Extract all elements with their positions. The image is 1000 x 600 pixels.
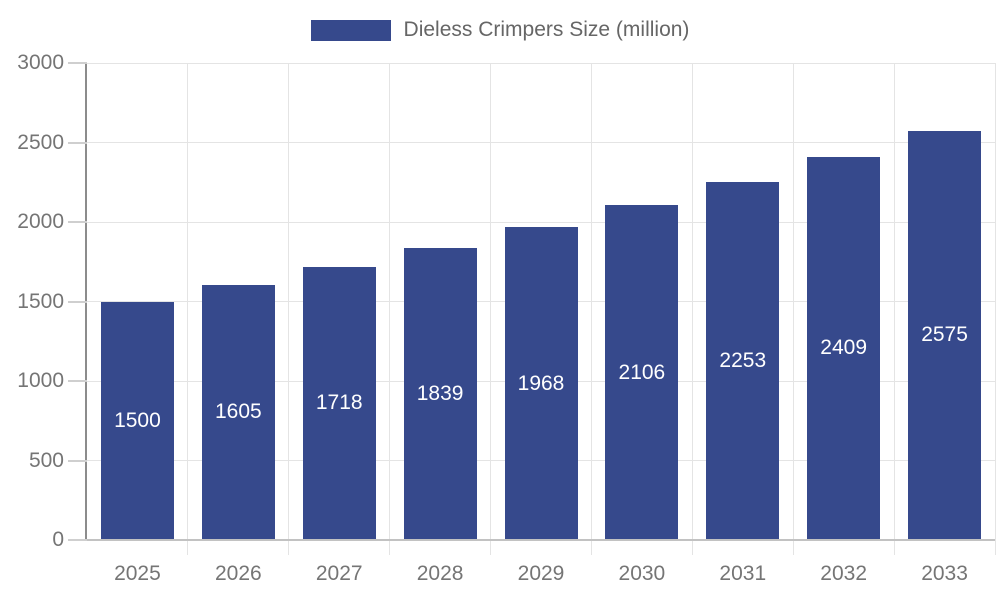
bar-value-label: 2253 <box>719 348 767 372</box>
gridline-vertical <box>187 63 189 555</box>
y-tick-label: 500 <box>28 448 64 472</box>
gridline-vertical <box>389 63 391 555</box>
gridline-horizontal <box>87 142 995 143</box>
gridline-vertical <box>490 63 492 555</box>
bar: 2575 <box>908 130 982 540</box>
bar-value-label: 2575 <box>921 323 968 347</box>
y-tick-mark <box>68 62 87 64</box>
gridline-horizontal <box>87 221 995 223</box>
gridline-vertical <box>792 63 794 555</box>
bar: 1605 <box>201 284 275 540</box>
y-tick-mark <box>68 300 87 303</box>
x-tick-label: 2028 <box>416 562 464 585</box>
y-tick-label: 1000 <box>17 369 64 392</box>
bar-value-label: 1718 <box>315 391 363 415</box>
plot-area: 1500 1605 1718 1839 1968 2106 2253 2409 2575 <box>87 62 996 555</box>
x-tick-label: 2026 <box>214 562 262 585</box>
chart-legend[interactable]: Dieless Crimpers Size (million) <box>0 18 1000 42</box>
x-tick-label: 2032 <box>820 562 868 585</box>
bar-value-label: 1605 <box>214 400 262 424</box>
bar: 1968 <box>504 227 578 540</box>
gridline-vertical <box>893 63 895 555</box>
x-tick-label: 2030 <box>618 562 666 585</box>
legend-label: Dieless Crimpers Size (million) <box>403 18 690 41</box>
y-tick-label: 2000 <box>17 210 64 233</box>
y-tick-mark <box>68 459 87 462</box>
x-tick-label: 2029 <box>517 562 565 585</box>
y-tick-mark <box>68 221 87 223</box>
bar: 1718 <box>302 266 376 540</box>
gridline-vertical <box>691 63 693 555</box>
bar: 2253 <box>706 181 780 540</box>
y-tick-mark <box>68 380 87 382</box>
legend-swatch-icon <box>310 19 391 41</box>
gridline-vertical <box>288 63 290 555</box>
x-tick-label: 2025 <box>114 562 161 585</box>
gridline-vertical <box>994 63 996 555</box>
bar: 2409 <box>807 156 881 540</box>
x-axis-line <box>87 539 995 541</box>
gridline-vertical <box>590 63 592 555</box>
bar: 2106 <box>605 205 679 540</box>
y-tick-label: 2500 <box>17 130 64 154</box>
gridline-horizontal <box>87 62 995 64</box>
x-tick-label: 2027 <box>315 562 363 585</box>
bar-value-label: 2409 <box>820 336 868 360</box>
y-tick-label: 0 <box>52 528 64 551</box>
y-tick-label: 3000 <box>17 51 64 74</box>
bar-value-label: 1968 <box>517 371 565 395</box>
bar-value-label: 1500 <box>114 408 161 432</box>
y-tick-mark <box>68 141 87 144</box>
x-tick-label: 2031 <box>719 562 767 585</box>
bar: 1500 <box>100 301 174 540</box>
x-tick-label: 2033 <box>921 562 968 585</box>
bar-value-label: 1839 <box>416 381 464 405</box>
bar-value-label: 2106 <box>618 360 666 384</box>
y-tick-mark <box>68 539 87 541</box>
bar: 1839 <box>403 247 477 540</box>
y-tick-label: 1500 <box>17 289 64 313</box>
